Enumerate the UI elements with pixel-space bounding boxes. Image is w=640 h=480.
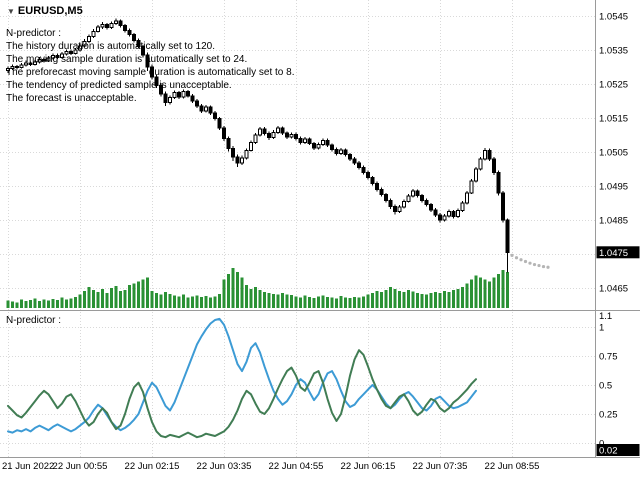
time-axis-label: 22 Jun 03:35 [197, 461, 252, 472]
symbol-title[interactable]: ▼ EURUSD,M5 [7, 5, 83, 17]
price-axis-label: 1.0465 [599, 284, 628, 295]
indicator-line-green [7, 349, 477, 439]
comment-line: The history duration is automatically se… [6, 41, 215, 52]
time-axis-label: 22 Jun 06:15 [341, 461, 396, 472]
indicator-comments: N-predictor : The history duration is au… [6, 27, 294, 105]
price-axis-label: 1.0525 [599, 80, 628, 91]
symbol-dropdown-icon: ▼ [7, 7, 15, 16]
indicator-axis-label: 0.5 [599, 381, 612, 392]
comment-line: The forecast is unacceptable. [6, 93, 137, 104]
time-axis-label: 22 Jun 07:35 [413, 461, 468, 472]
forecast-dots-layer [510, 253, 550, 269]
grid-layer [0, 0, 595, 457]
indicator-axis-label: 0.25 [599, 410, 618, 421]
comment-line: The tendency of predicted sample is unac… [6, 80, 232, 91]
price-scale[interactable]: 1.0545 1.0535 1.0525 1.0515 1.0505 1.0495 1.04… [596, 12, 640, 295]
indicator-value-badge-label: 0.02 [599, 446, 618, 457]
time-axis-label: 22 Jun 04:55 [269, 461, 324, 472]
symbol-label: EURUSD,M5 [17, 5, 83, 17]
indicator-value-badge [596, 444, 640, 456]
candles-layer [6, 18, 510, 273]
indicator-axis-label: 0.75 [599, 352, 618, 363]
indicator-axis-label: 1.1 [599, 311, 612, 322]
indicator-axis-label: 1 [599, 323, 604, 334]
time-axis-label: 22 Jun 00:55 [53, 461, 108, 472]
comment-line: The moving sample duration is automatica… [6, 54, 248, 65]
indicator-line-blue [7, 317, 477, 434]
time-axis-label: 22 Jun 08:55 [485, 461, 540, 472]
time-axis-label: 22 Jun 02:15 [125, 461, 180, 472]
comment-line: The preforecast moving sample duration i… [6, 67, 295, 78]
separators [0, 0, 640, 458]
price-axis-label: 1.0535 [599, 46, 628, 57]
time-axis-label: 21 Jun 2022 [2, 461, 54, 472]
price-axis-label: 1.0515 [599, 114, 628, 125]
price-axis-label: 1.0485 [599, 216, 628, 227]
current-price-badge-label: 1.0475 [599, 248, 628, 259]
price-axis-label: 1.0505 [599, 148, 628, 159]
current-price-badge [596, 246, 640, 259]
comment-line: N-predictor : [6, 28, 62, 39]
price-axis-label: 1.0545 [599, 12, 628, 23]
volume-layer [6, 268, 509, 308]
indicator-panel-title: N-predictor : [6, 315, 62, 326]
indicator-lines-layer [7, 317, 477, 439]
indicator-scale[interactable]: 1.110.750.50.2500.02 [596, 311, 640, 457]
price-axis-label: 1.0495 [599, 182, 628, 193]
